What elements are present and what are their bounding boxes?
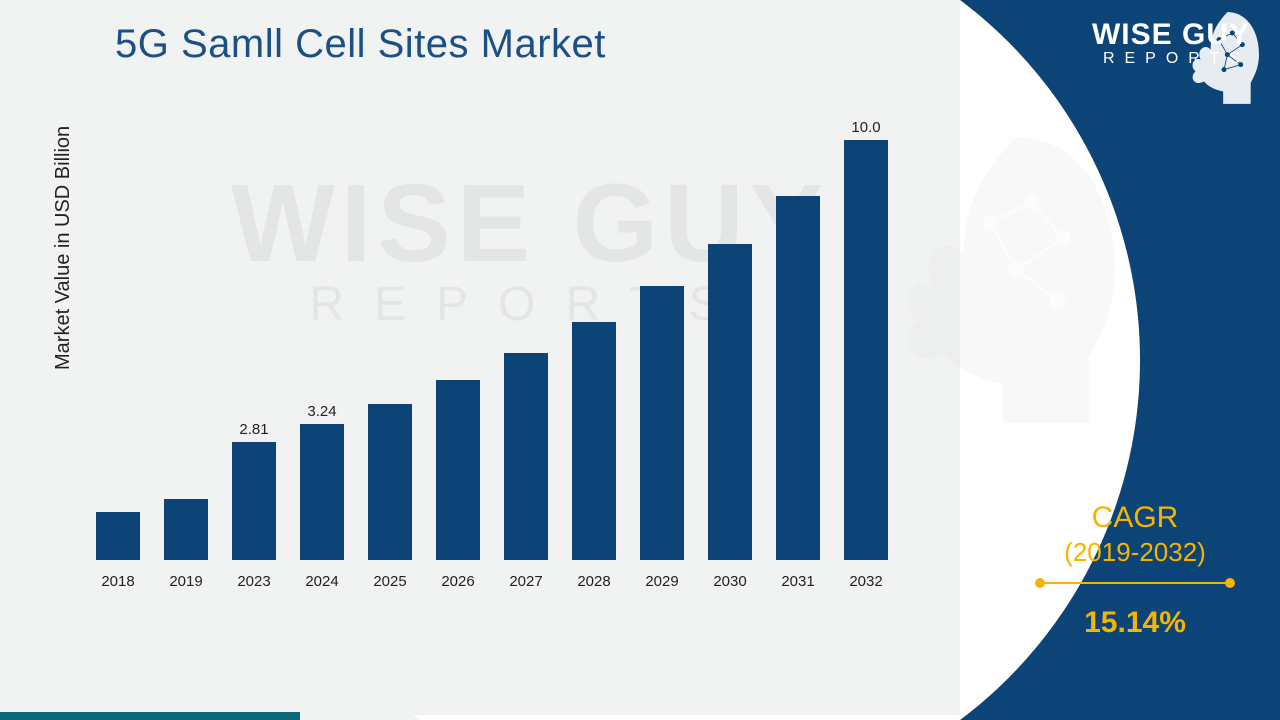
plot-area: 2.813.2410.0 xyxy=(92,140,912,560)
bar-value-label: 3.24 xyxy=(292,403,352,420)
x-tick-label: 2018 xyxy=(88,573,148,590)
x-tick-label: 2023 xyxy=(224,573,284,590)
y-axis-label: Market Value in USD Billion xyxy=(52,126,75,370)
logo-line1: WISE GUY xyxy=(1092,18,1250,52)
bar xyxy=(844,140,888,560)
report-infographic: WISE GUY REPORTS 5G Samll Cell Sites Mar… xyxy=(0,0,1280,720)
bar xyxy=(504,353,548,560)
brand-logo: WISE GUY REPORTS xyxy=(1092,18,1250,68)
bar xyxy=(164,499,208,560)
x-tick-label: 2031 xyxy=(768,573,828,590)
bar xyxy=(368,404,412,560)
x-tick-label: 2025 xyxy=(360,573,420,590)
bottom-accent-bar xyxy=(0,712,300,720)
x-tick-label: 2028 xyxy=(564,573,624,590)
chart-title: 5G Samll Cell Sites Market xyxy=(115,22,606,67)
x-tick-label: 2030 xyxy=(700,573,760,590)
bar xyxy=(640,286,684,560)
bar-value-label: 2.81 xyxy=(224,421,284,438)
x-tick-label: 2024 xyxy=(292,573,352,590)
bar xyxy=(776,196,820,560)
bar-chart: 2.813.2410.0 201820192023202420252026202… xyxy=(92,140,912,590)
cagr-label: CAGR xyxy=(1020,501,1250,535)
x-tick-label: 2029 xyxy=(632,573,692,590)
bar xyxy=(436,380,480,560)
cagr-period: (2019-2032) xyxy=(1020,537,1250,568)
cagr-divider xyxy=(1040,582,1230,584)
bar-value-label: 10.0 xyxy=(836,119,896,136)
cagr-value: 15.14% xyxy=(1020,606,1250,640)
bar xyxy=(300,424,344,560)
logo-line2: REPORTS xyxy=(1092,50,1250,68)
x-tick-label: 2032 xyxy=(836,573,896,590)
bar xyxy=(572,322,616,560)
bar xyxy=(96,512,140,560)
cagr-panel: CAGR (2019-2032) 15.14% xyxy=(1020,501,1250,640)
x-tick-label: 2026 xyxy=(428,573,488,590)
bar xyxy=(708,244,752,560)
x-tick-label: 2027 xyxy=(496,573,556,590)
x-tick-label: 2019 xyxy=(156,573,216,590)
bar xyxy=(232,442,276,560)
